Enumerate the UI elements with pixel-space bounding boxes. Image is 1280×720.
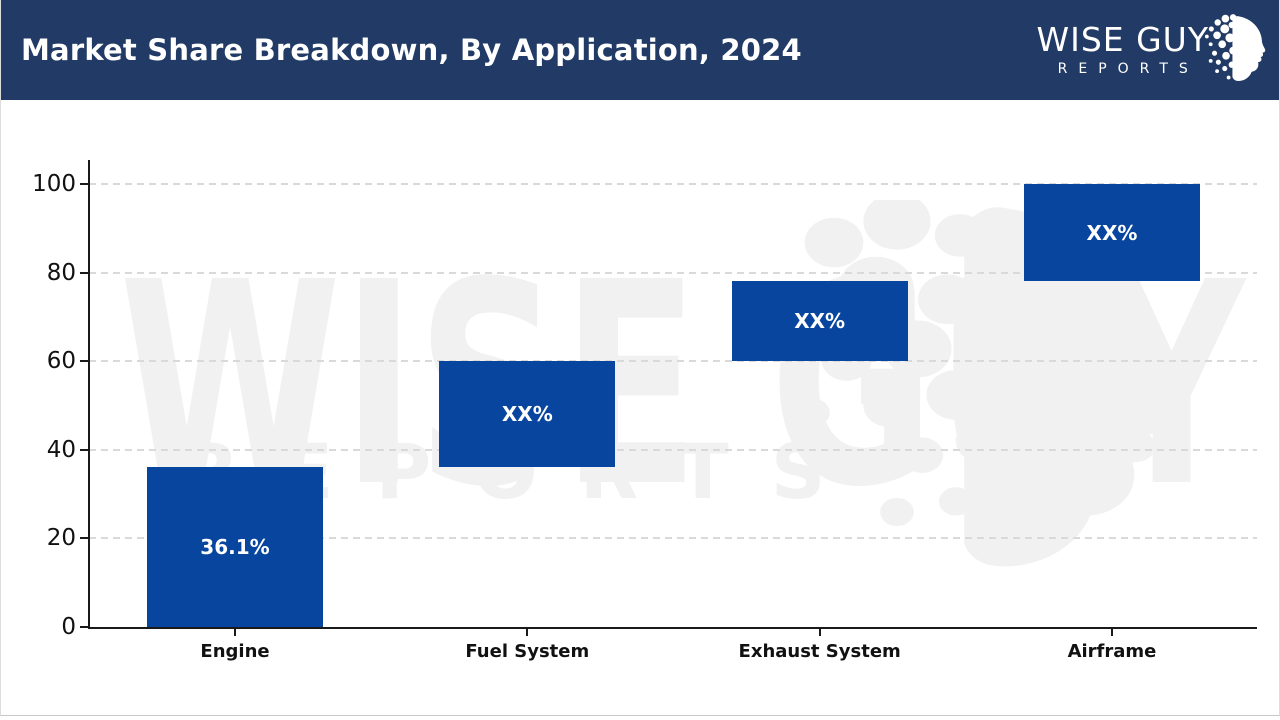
x-tick-mark-2 (818, 629, 821, 636)
gridline-80 (89, 271, 1257, 274)
brand-tagline: REPORTS (1057, 61, 1199, 77)
y-tick-label-100: 100 (32, 171, 76, 197)
brand-face-icon (1204, 14, 1266, 81)
y-tick-mark-20 (80, 537, 88, 540)
bar-airframe: XX% (1023, 184, 1200, 282)
y-tick-label-0: 0 (61, 614, 76, 640)
gridline-100 (89, 183, 1257, 185)
brand-name: WISE GUY (1036, 20, 1209, 59)
bar-value-label: XX% (501, 402, 553, 427)
y-tick-label-80: 80 (46, 259, 76, 286)
y-axis (88, 160, 90, 629)
x-category-label-3: Airframe (1067, 641, 1157, 662)
y-tick-label-40: 40 (46, 436, 76, 463)
bar-value-label: XX% (1086, 220, 1138, 245)
gridline-60 (89, 360, 1257, 363)
header: Market Share Breakdown, By Application, … (1, 0, 1279, 100)
bar-fuel-system: XX% (439, 361, 616, 468)
x-category-label-2: Exhaust System (738, 641, 901, 662)
x-axis (88, 627, 1257, 629)
x-category-label-0: Engine (200, 641, 270, 662)
bar-value-label: 36.1% (200, 535, 270, 560)
x-tick-mark-1 (526, 629, 529, 636)
y-tick-mark-40 (80, 448, 88, 451)
x-tick-mark-0 (234, 629, 236, 636)
y-tick-mark-80 (80, 271, 88, 274)
bar-engine: 36.1% (147, 467, 323, 627)
bar-value-label: XX% (794, 309, 846, 334)
bar-exhaust-system: XX% (731, 281, 908, 362)
x-tick-mark-3 (1110, 629, 1113, 636)
y-tick-mark-0 (80, 626, 88, 628)
y-tick-mark-60 (80, 360, 88, 363)
gridline-20 (89, 537, 1257, 540)
y-tick-label-20: 20 (46, 525, 76, 552)
page-title: Market Share Breakdown, By Application, … (21, 33, 802, 67)
y-tick-label-60: 60 (46, 348, 76, 375)
x-category-label-1: Fuel System (465, 641, 590, 662)
brand-logo: WISE GUY REPORTS (1036, 6, 1267, 94)
gridline-40 (89, 448, 1257, 451)
y-tick-mark-100 (80, 183, 88, 185)
